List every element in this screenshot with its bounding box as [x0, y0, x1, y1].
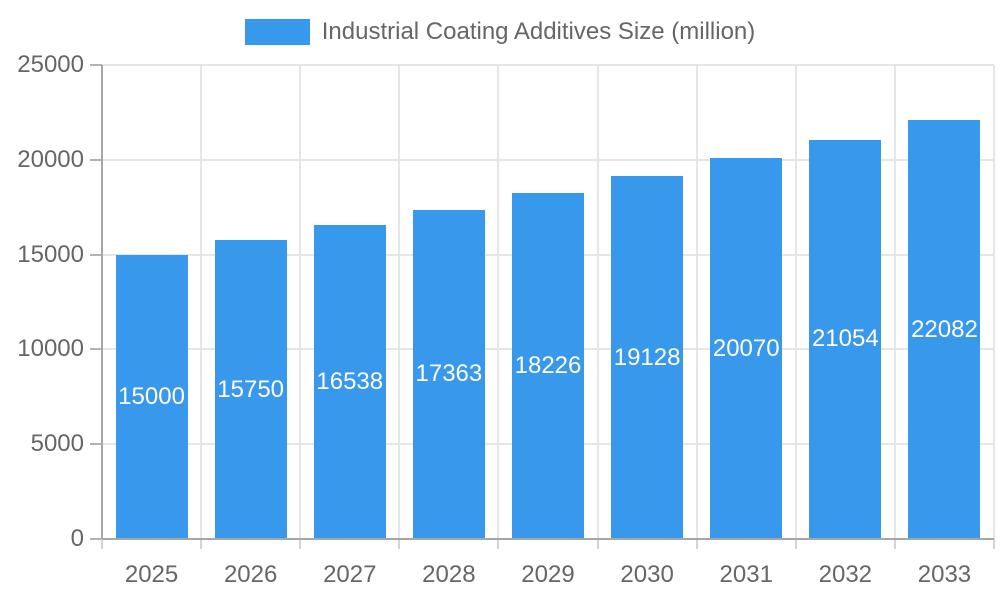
bar-value-label: 21054	[811, 325, 879, 353]
gridline-vertical	[893, 65, 896, 539]
bar-value-label: 20070	[712, 334, 780, 362]
y-axis-tick-label: 5000	[30, 430, 84, 458]
bar-value-label: 16538	[316, 368, 384, 396]
x-axis-tick-label: 2028	[422, 561, 476, 588]
y-axis-tick-mark	[90, 64, 102, 66]
y-axis-line	[101, 65, 103, 539]
x-axis-tick-label: 2031	[719, 561, 773, 588]
chart-legend[interactable]: Industrial Coating Additives Size (milli…	[0, 18, 1000, 46]
x-axis-tick-mark	[398, 539, 401, 549]
legend-label: Industrial Coating Additives Size (milli…	[321, 18, 756, 45]
gridline-vertical	[200, 65, 203, 539]
y-axis-tick-mark	[90, 348, 102, 351]
gridline-vertical	[596, 65, 599, 539]
bar-value-label: 15750	[217, 375, 285, 403]
y-axis-tick-mark	[90, 253, 102, 256]
y-axis-tick-label: 20000	[17, 145, 84, 173]
bar[interactable]	[611, 176, 684, 539]
y-axis-tick-label: 10000	[17, 335, 84, 363]
x-axis-tick-label: 2030	[620, 561, 674, 588]
x-axis-tick-mark	[993, 539, 995, 549]
bar[interactable]	[313, 225, 386, 539]
bar[interactable]	[412, 209, 485, 539]
bar[interactable]	[908, 120, 981, 539]
y-axis-tick-mark	[90, 538, 102, 540]
bar[interactable]	[512, 193, 584, 539]
gridline-vertical	[398, 65, 401, 539]
x-axis-tick-label: 2033	[917, 561, 972, 588]
y-axis-tick-label: 25000	[17, 51, 84, 78]
bar-value-label: 17363	[415, 360, 483, 388]
x-axis-tick-mark	[497, 539, 500, 549]
bar[interactable]	[214, 240, 287, 539]
x-axis-tick-mark	[794, 539, 797, 549]
gridline-vertical	[497, 65, 500, 539]
legend-swatch	[244, 19, 310, 45]
y-axis-tick-mark	[90, 158, 102, 161]
bar[interactable]	[115, 254, 188, 539]
x-axis-line	[102, 538, 994, 540]
x-axis-tick-mark	[596, 539, 599, 549]
gridline-horizontal	[102, 158, 994, 161]
x-axis-tick-label: 2032	[818, 561, 873, 588]
bar-value-label: 19128	[613, 343, 681, 371]
gridline-vertical	[993, 65, 995, 539]
gridline-horizontal	[102, 64, 994, 66]
x-axis-tick-label: 2027	[323, 561, 377, 588]
bar-value-label: 18226	[514, 352, 582, 380]
gridline-vertical	[299, 65, 302, 539]
x-axis-tick-label: 2025	[124, 561, 179, 588]
x-axis-tick-mark	[893, 539, 896, 549]
y-axis-tick-mark	[90, 443, 102, 446]
x-axis-tick-mark	[200, 539, 203, 549]
x-axis-tick-mark	[299, 539, 302, 549]
bar[interactable]	[809, 139, 882, 539]
bar[interactable]	[710, 158, 783, 539]
x-axis-tick-label: 2029	[521, 561, 575, 588]
gridline-vertical	[695, 65, 698, 539]
bar-value-label: 22082	[911, 315, 978, 343]
x-axis-tick-mark	[101, 539, 103, 549]
x-axis-tick-mark	[695, 539, 698, 549]
x-axis-tick-label: 2026	[223, 561, 278, 588]
y-axis-tick-label: 15000	[17, 240, 84, 268]
bar-value-label: 15000	[118, 382, 185, 410]
y-axis-tick-label: 0	[70, 525, 84, 552]
gridline-vertical	[794, 65, 797, 539]
